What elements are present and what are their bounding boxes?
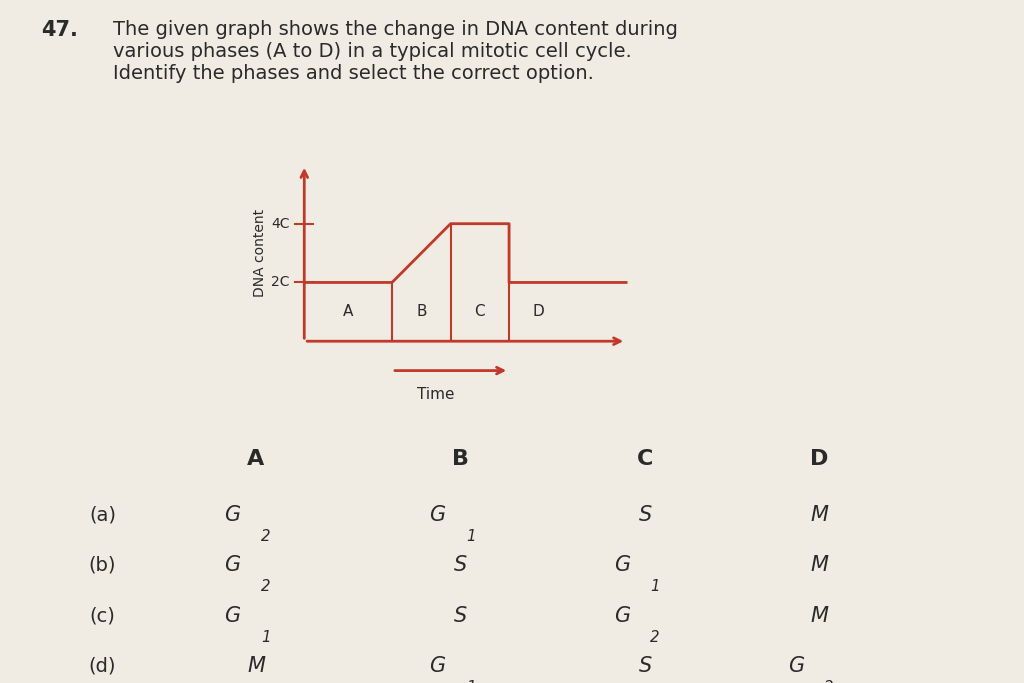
Text: C: C: [637, 449, 653, 469]
Text: DNA content: DNA content: [253, 209, 267, 297]
Text: G: G: [224, 555, 241, 575]
Text: G: G: [613, 555, 630, 575]
Text: 1: 1: [261, 630, 270, 645]
Text: (d): (d): [89, 656, 116, 675]
Text: B: B: [453, 449, 469, 469]
Text: 2: 2: [650, 630, 659, 645]
Text: S: S: [639, 505, 651, 525]
Text: G: G: [429, 505, 445, 525]
Text: A: A: [248, 449, 264, 469]
Text: G: G: [224, 505, 241, 525]
Text: S: S: [455, 606, 467, 626]
Text: S: S: [455, 555, 467, 575]
Text: (c): (c): [89, 606, 116, 625]
Text: (a): (a): [89, 505, 116, 524]
Text: 4C: 4C: [271, 217, 290, 231]
Text: M: M: [810, 555, 828, 575]
Text: D: D: [532, 305, 544, 320]
Text: 2: 2: [824, 680, 834, 683]
Text: The given graph shows the change in DNA content during
various phases (A to D) i: The given graph shows the change in DNA …: [113, 20, 678, 83]
Text: A: A: [343, 305, 353, 320]
Text: 2: 2: [261, 579, 270, 594]
Text: B: B: [416, 305, 427, 320]
Text: M: M: [810, 606, 828, 626]
Text: M: M: [247, 656, 265, 676]
Text: 1: 1: [466, 680, 475, 683]
Text: C: C: [474, 305, 485, 320]
Text: S: S: [639, 656, 651, 676]
Text: G: G: [787, 656, 804, 676]
Text: G: G: [613, 606, 630, 626]
Text: 47.: 47.: [41, 20, 78, 40]
Text: 1: 1: [650, 579, 659, 594]
Text: D: D: [810, 449, 828, 469]
Text: 1: 1: [466, 529, 475, 544]
Text: 2C: 2C: [271, 275, 290, 290]
Text: 2: 2: [261, 529, 270, 544]
Text: (b): (b): [89, 555, 116, 574]
Text: G: G: [224, 606, 241, 626]
Text: Time: Time: [417, 387, 455, 402]
Text: G: G: [429, 656, 445, 676]
Text: M: M: [810, 505, 828, 525]
